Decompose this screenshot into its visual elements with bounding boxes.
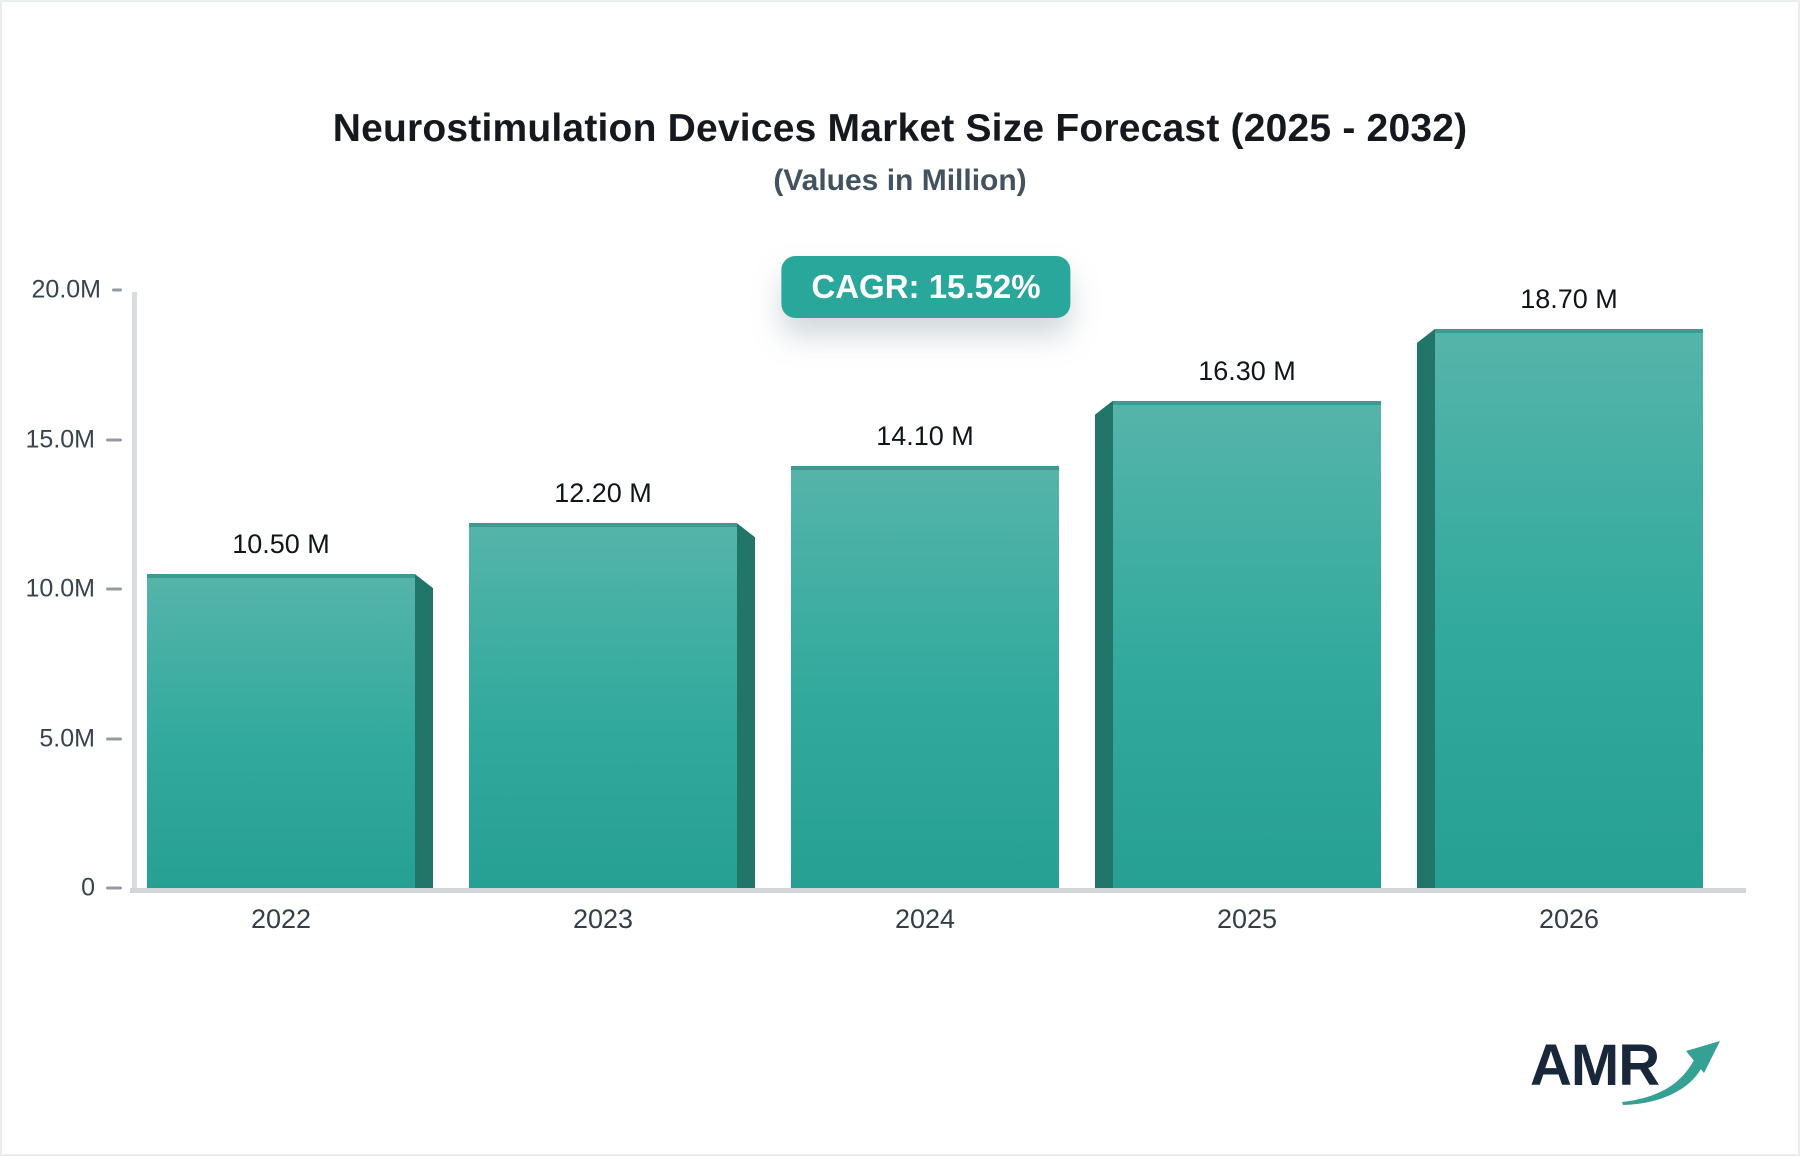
- bar-value-label: 18.70 M: [1520, 283, 1618, 314]
- amr-logo-text: AMR: [1530, 1033, 1660, 1098]
- y-tick-label: 15.0M: [25, 425, 95, 453]
- bar-group-2024: 14.10 M 2024: [791, 290, 1059, 934]
- bar-face: [1113, 400, 1381, 888]
- bars: 10.50 M 2022 12.20 M 2023 14.10 M 2024 16.30 M…: [120, 284, 1730, 934]
- bar-face: [1435, 328, 1703, 888]
- y-axis: 20.0M 15.0M 10.0M 5.0M 0: [2, 276, 122, 902]
- bar-face: [791, 466, 1059, 888]
- y-tick-5.0M: 5.0M: [2, 724, 122, 753]
- y-tick-15.0M: 15.0M: [2, 425, 122, 454]
- y-tick-mark: [106, 587, 122, 591]
- growth-arrow-icon: [1622, 1041, 1720, 1105]
- bar-value-label: 12.20 M: [554, 478, 652, 509]
- bar-3d-side: [737, 523, 755, 888]
- y-tick-mark: [106, 438, 122, 441]
- y-tick-label: 10.0M: [25, 574, 95, 603]
- y-tick-mark: [106, 737, 122, 740]
- bar-3d-side: [1095, 400, 1113, 888]
- y-tick-mark: [106, 886, 122, 890]
- bar-group-2023: 12.20 M 2023: [469, 290, 755, 934]
- bar-value-label: 10.50 M: [232, 529, 330, 560]
- y-tick-label: 0: [81, 873, 95, 902]
- bar-value-label: 14.10 M: [876, 421, 974, 452]
- y-axis-line: [132, 292, 137, 890]
- y-tick-10.0M: 10.0M: [2, 575, 122, 604]
- x-axis-label-2022: 2022: [250, 904, 312, 934]
- bar-face: [469, 523, 737, 888]
- chart-subtitle: (Values in Million): [773, 163, 1027, 197]
- chart-header: Neurostimulation Devices Market Size For…: [2, 2, 1798, 199]
- bar-group-2022: 10.50 M 2022: [147, 290, 433, 934]
- x-axis-label-2023: 2023: [572, 904, 634, 934]
- chart-title: Neurostimulation Devices Market Size For…: [332, 107, 1468, 150]
- bar-group-2025: 16.30 M 2025: [1095, 290, 1381, 934]
- bar-group-2026: 18.70 M 2026: [1417, 284, 1703, 934]
- bar-3d-side: [1417, 328, 1435, 888]
- bar-face: [147, 574, 415, 888]
- y-tick-label: 20.0M: [31, 275, 101, 304]
- bar-3d-side: [415, 574, 433, 888]
- x-axis-line: [130, 888, 1746, 893]
- y-tick-0: 0: [2, 874, 122, 903]
- x-axis-label-2025: 2025: [1216, 904, 1278, 934]
- bar-value-label: 16.30 M: [1198, 355, 1296, 386]
- y-tick-mark: [112, 288, 122, 292]
- x-axis-label-2024: 2024: [894, 904, 956, 934]
- amr-logo: AMR: [1530, 1032, 1740, 1122]
- y-tick-label: 5.0M: [39, 724, 95, 752]
- cagr-badge: CAGR: 15.52%: [781, 256, 1071, 318]
- y-tick-20.0M: 20.0M: [2, 276, 122, 305]
- x-axis-label-2026: 2026: [1538, 904, 1600, 934]
